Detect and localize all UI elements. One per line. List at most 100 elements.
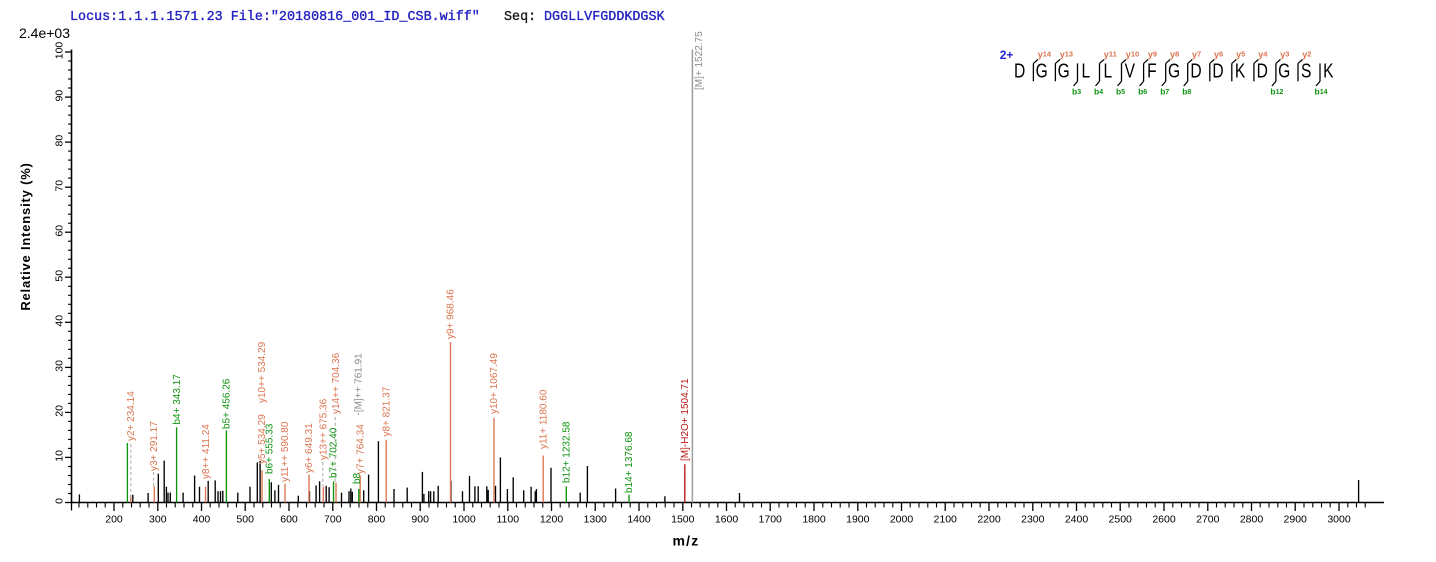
svg-text:y14: y14: [1038, 50, 1052, 60]
svg-text:50: 50: [54, 270, 66, 282]
svg-text:b8: b8: [1182, 87, 1191, 97]
svg-text:200: 200: [105, 514, 123, 526]
svg-text:3000: 3000: [1327, 514, 1351, 526]
svg-text:y10++ 534.29: y10++ 534.29: [257, 341, 268, 403]
svg-text:b3: b3: [1072, 87, 1081, 97]
svg-text:y10: y10: [1126, 50, 1139, 60]
svg-text:S: S: [1301, 60, 1311, 82]
svg-text:y2: y2: [1302, 50, 1311, 60]
svg-text:1200: 1200: [540, 514, 564, 526]
svg-text:70: 70: [54, 180, 66, 192]
svg-text:800: 800: [368, 514, 386, 526]
svg-text:1000: 1000: [452, 514, 476, 526]
svg-text:600: 600: [280, 514, 298, 526]
svg-text:y14++ 704.36: y14++ 704.36: [331, 352, 342, 414]
svg-text:2200: 2200: [977, 514, 1001, 526]
svg-text:80: 80: [54, 135, 66, 147]
svg-text:2800: 2800: [1240, 514, 1264, 526]
svg-text:D: D: [1212, 60, 1223, 82]
svg-text:1300: 1300: [584, 514, 608, 526]
svg-text:1500: 1500: [671, 514, 695, 526]
svg-text:20: 20: [54, 405, 66, 417]
svg-text:y11: y11: [1104, 50, 1117, 60]
svg-text:2600: 2600: [1152, 514, 1176, 526]
svg-text:b5: b5: [1116, 87, 1125, 97]
svg-text:DGGLLVFGDDKDGSK: DGGLLVFGDDKDGSK: [544, 10, 665, 25]
svg-text:b12: b12: [1270, 87, 1283, 97]
svg-text:[M]-H2O+ 1504.71: [M]-H2O+ 1504.71: [680, 378, 691, 461]
svg-text:0: 0: [54, 498, 66, 504]
svg-text:b4+ 343.17: b4+ 343.17: [172, 374, 183, 425]
svg-text:y8+ 821.37: y8+ 821.37: [381, 386, 392, 436]
svg-text:b12+ 1232.58: b12+ 1232.58: [562, 421, 573, 483]
svg-text:Relative Intensity (%): Relative Intensity (%): [18, 162, 33, 310]
svg-text:b14+ 1376.68: b14+ 1376.68: [624, 431, 635, 493]
svg-text:b6+ 555.33: b6+ 555.33: [265, 423, 276, 474]
svg-text:2.4e+03: 2.4e+03: [19, 25, 70, 41]
svg-text:y2+ 234.14: y2+ 234.14: [126, 391, 137, 441]
svg-text:V: V: [1125, 60, 1135, 82]
svg-text:y7: y7: [1192, 50, 1201, 60]
svg-text:1400: 1400: [627, 514, 651, 526]
svg-text:Locus:1.1.1.1571.23 File:"2018: Locus:1.1.1.1571.23 File:"20180816_001_I…: [70, 10, 480, 25]
svg-text:2100: 2100: [934, 514, 958, 526]
svg-text:b8: b8: [352, 472, 363, 484]
svg-text:y9: y9: [1148, 50, 1157, 60]
svg-text:y7+ 764.34: y7+ 764.34: [355, 424, 366, 474]
svg-text:b5+ 456.26: b5+ 456.26: [222, 378, 233, 429]
svg-text:-[M]++ 761.91: -[M]++ 761.91: [354, 353, 365, 416]
svg-text:400: 400: [193, 514, 211, 526]
svg-text:G: G: [1036, 60, 1048, 82]
svg-text:y13++ 675.36: y13++ 675.36: [319, 398, 330, 460]
svg-text:y3+ 291.17: y3+ 291.17: [149, 421, 160, 471]
svg-text:y5: y5: [1236, 50, 1245, 60]
svg-text:2000: 2000: [890, 514, 914, 526]
svg-text:K: K: [1323, 60, 1333, 82]
svg-text:300: 300: [149, 514, 167, 526]
svg-text:900: 900: [411, 514, 429, 526]
svg-text:K: K: [1235, 60, 1245, 82]
svg-text:b7: b7: [1160, 87, 1169, 97]
svg-text:y6+ 649.31: y6+ 649.31: [304, 423, 315, 473]
svg-text:y11+ 1180.60: y11+ 1180.60: [538, 389, 549, 449]
svg-text:2500: 2500: [1109, 514, 1133, 526]
svg-text:700: 700: [324, 514, 342, 526]
svg-text:L: L: [1103, 60, 1112, 82]
svg-text:40: 40: [54, 315, 66, 327]
svg-text:y4: y4: [1258, 50, 1268, 60]
svg-text:L: L: [1081, 60, 1090, 82]
svg-text:y3: y3: [1280, 50, 1289, 60]
svg-text:1600: 1600: [715, 514, 739, 526]
svg-text:D: D: [1257, 60, 1268, 82]
svg-text:y5+ 534.29: y5+ 534.29: [257, 414, 268, 464]
svg-text:m/z: m/z: [673, 533, 700, 549]
svg-text:D: D: [1190, 60, 1201, 82]
svg-text:G: G: [1168, 60, 1180, 82]
svg-text:D: D: [1014, 60, 1025, 82]
svg-text:1700: 1700: [759, 514, 783, 526]
svg-text:1800: 1800: [802, 514, 826, 526]
svg-text:2900: 2900: [1284, 514, 1308, 526]
svg-text:F: F: [1147, 60, 1157, 82]
svg-text:2700: 2700: [1196, 514, 1220, 526]
svg-text:2300: 2300: [1021, 514, 1045, 526]
svg-text:[M]+ 1522.75: [M]+ 1522.75: [694, 31, 705, 90]
svg-text:y8: y8: [1170, 50, 1179, 60]
svg-text:G: G: [1278, 60, 1290, 82]
svg-text:30: 30: [54, 360, 66, 372]
svg-text:100: 100: [54, 42, 66, 60]
svg-text:y10+ 1067.49: y10+ 1067.49: [489, 353, 500, 414]
svg-text:y9+ 968.46: y9+ 968.46: [446, 289, 457, 339]
svg-text:90: 90: [54, 90, 66, 102]
svg-text:1100: 1100: [497, 514, 520, 526]
svg-text:1900: 1900: [846, 514, 870, 526]
svg-text:b7+ 702.40: b7+ 702.40: [329, 427, 340, 478]
svg-text:y13: y13: [1060, 50, 1073, 60]
svg-text:60: 60: [54, 225, 66, 237]
svg-text:2+: 2+: [1000, 48, 1014, 62]
svg-text:2400: 2400: [1065, 514, 1089, 526]
svg-text:500: 500: [236, 514, 254, 526]
svg-text:y11++ 590.80: y11++ 590.80: [280, 421, 291, 482]
svg-text:b4: b4: [1094, 87, 1103, 97]
svg-text:Seq:: Seq:: [504, 10, 536, 25]
